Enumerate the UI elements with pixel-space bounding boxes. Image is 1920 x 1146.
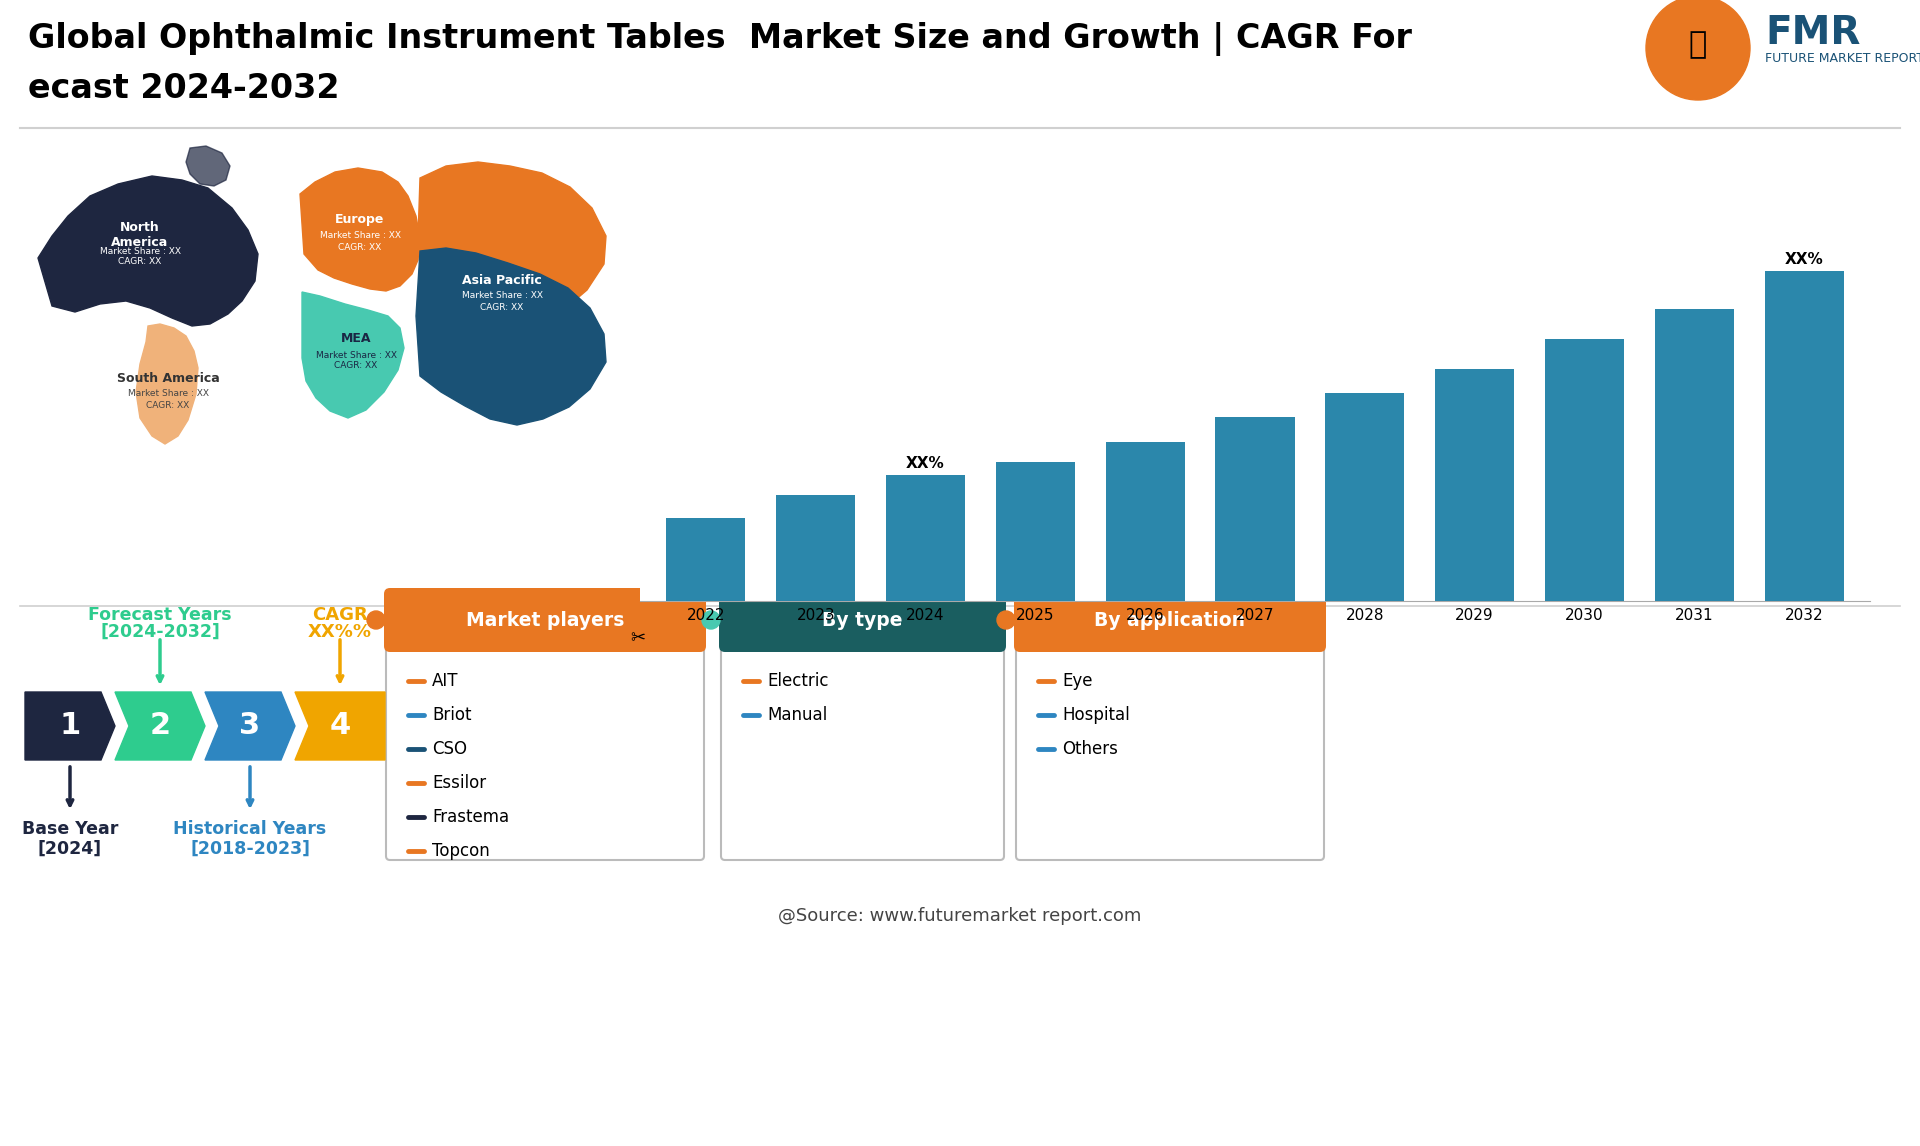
Text: Market Share : XX: Market Share : XX [100, 246, 180, 256]
Text: CAGR: XX: CAGR: XX [338, 243, 382, 251]
Bar [1546, 339, 1624, 601]
Text: Others: Others [1062, 740, 1117, 758]
Polygon shape [136, 324, 198, 444]
Circle shape [1645, 0, 1749, 100]
Text: 3: 3 [240, 712, 261, 740]
Text: Market Size Growth In: Market Size Growth In [651, 185, 929, 205]
Text: Essilor: Essilor [432, 774, 486, 792]
Text: Electric: Electric [766, 672, 829, 690]
Text: [2024]: [2024] [38, 840, 102, 858]
Polygon shape [25, 692, 115, 760]
Text: AIT: AIT [432, 672, 459, 690]
Text: Historical Years: Historical Years [173, 821, 326, 838]
Text: CSO: CSO [432, 740, 467, 758]
Text: XX%: XX% [1786, 252, 1824, 267]
Text: ecast 2024-2032: ecast 2024-2032 [29, 72, 340, 105]
Bar [1764, 270, 1843, 601]
Text: By application: By application [1094, 611, 1246, 629]
FancyBboxPatch shape [386, 642, 705, 860]
Text: Frastema: Frastema [432, 808, 509, 826]
Text: Market Share : XX: Market Share : XX [319, 231, 401, 241]
Polygon shape [495, 370, 553, 410]
Bar [1215, 417, 1294, 601]
Text: CAGR: XX: CAGR: XX [119, 258, 161, 267]
Text: Hospital: Hospital [1062, 706, 1129, 724]
Text: Forecast Years: Forecast Years [88, 606, 232, 625]
Text: Manual: Manual [766, 706, 828, 724]
FancyBboxPatch shape [718, 588, 1006, 652]
Text: Ophthalmic Instrument Tables: Ophthalmic Instrument Tables [651, 150, 1029, 170]
Polygon shape [296, 692, 386, 760]
Bar [1655, 308, 1734, 601]
Text: Topcon: Topcon [432, 842, 490, 860]
Text: Global Ophthalmic Instrument Tables  Market Size and Growth | CAGR For: Global Ophthalmic Instrument Tables Mark… [29, 22, 1411, 56]
FancyBboxPatch shape [1014, 588, 1327, 652]
Bar [776, 495, 854, 601]
Text: CAGR: CAGR [313, 606, 369, 625]
FancyBboxPatch shape [1016, 642, 1325, 860]
Text: Bln or Mln: Bln or Mln [651, 220, 778, 240]
Polygon shape [301, 292, 403, 418]
Text: Market Share : XX: Market Share : XX [315, 351, 397, 360]
Text: FUTURE MARKET REPORT: FUTURE MARKET REPORT [1764, 53, 1920, 65]
Text: MEA: MEA [340, 332, 371, 345]
Polygon shape [186, 146, 230, 186]
Circle shape [996, 611, 1016, 629]
Text: XX%: XX% [906, 456, 945, 471]
Text: Base Year: Base Year [21, 821, 119, 838]
Text: Briot: Briot [432, 706, 472, 724]
Text: CAGR: XX: CAGR: XX [334, 361, 378, 370]
FancyBboxPatch shape [384, 588, 707, 652]
Bar [1434, 369, 1515, 601]
Text: South America: South America [117, 371, 219, 385]
Text: [2024-2032]: [2024-2032] [100, 623, 221, 641]
Text: XX%%: XX%% [307, 623, 372, 641]
Bar [666, 518, 745, 601]
Circle shape [367, 611, 386, 629]
Text: Market Share : XX: Market Share : XX [461, 291, 543, 300]
FancyBboxPatch shape [722, 642, 1004, 860]
Polygon shape [417, 248, 607, 425]
Text: By type: By type [822, 611, 902, 629]
Bar [996, 462, 1075, 601]
Text: FMR: FMR [1764, 14, 1860, 52]
Text: 4: 4 [330, 712, 351, 740]
Text: 1: 1 [60, 712, 81, 740]
Text: Market players: Market players [467, 611, 624, 629]
Circle shape [703, 611, 720, 629]
Text: @Source: www.futuremarket report.com: @Source: www.futuremarket report.com [778, 906, 1142, 925]
Bar [1106, 441, 1185, 601]
Polygon shape [115, 692, 205, 760]
Bar [885, 474, 966, 601]
Text: Asia Pacific: Asia Pacific [463, 274, 541, 286]
Bar [1325, 393, 1404, 601]
Text: ✂: ✂ [630, 629, 645, 647]
Text: North
America: North America [111, 221, 169, 249]
Polygon shape [38, 176, 257, 325]
Text: [2018-2023]: [2018-2023] [190, 840, 309, 858]
Text: CAGR: XX: CAGR: XX [146, 400, 190, 409]
Polygon shape [419, 162, 607, 325]
Text: Eye: Eye [1062, 672, 1092, 690]
Text: CAGR: XX: CAGR: XX [480, 303, 524, 312]
Text: 2: 2 [150, 712, 171, 740]
Polygon shape [300, 168, 420, 291]
Text: 🔭: 🔭 [1690, 31, 1707, 60]
Polygon shape [205, 692, 296, 760]
Text: Europe: Europe [336, 213, 384, 227]
Text: Market Share : XX: Market Share : XX [127, 390, 209, 399]
